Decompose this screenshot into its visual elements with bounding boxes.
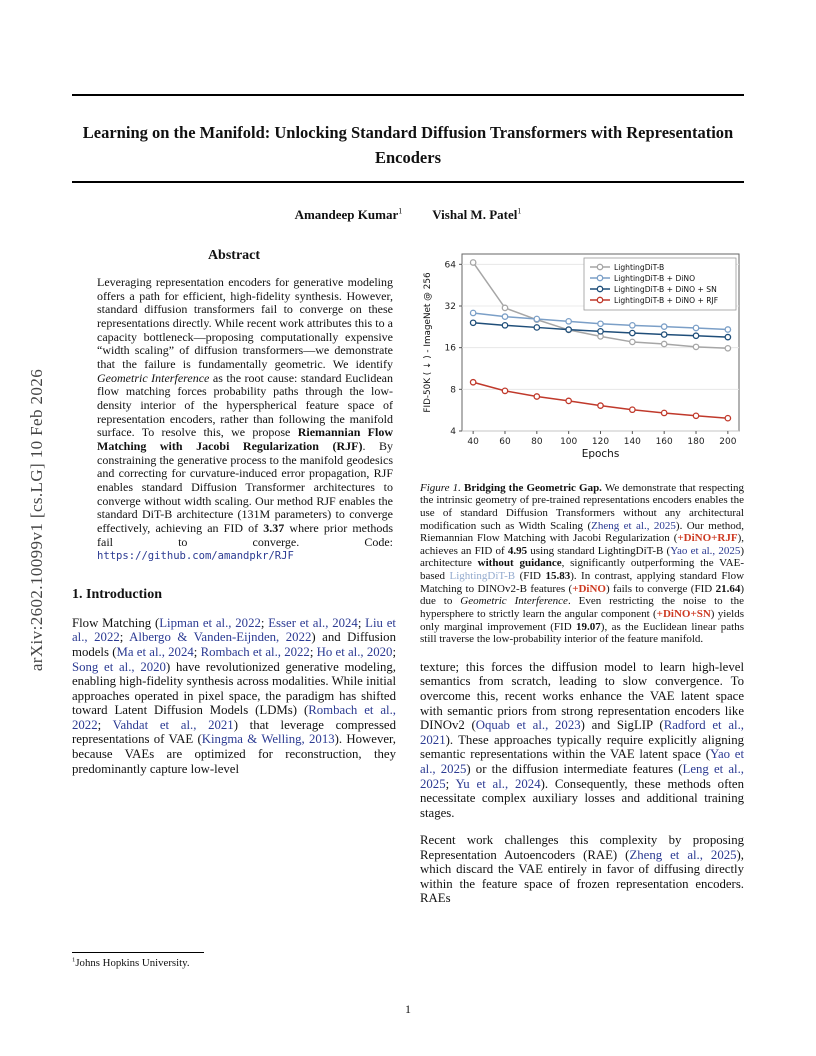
svg-text:32: 32 bbox=[445, 302, 456, 312]
figure-1: 4 8 16 32 64 40 60 80 100 120 140 160 180 200 Epochs FI… bbox=[420, 248, 744, 646]
abstract-heading: Abstract bbox=[207, 248, 261, 263]
abstract-body: Leveraging representation encoders for g… bbox=[97, 274, 393, 563]
body-paragraph-right-1: texture; this forces the diffusion model… bbox=[420, 659, 744, 820]
citation-link[interactable]: Kingma & Welling, 2013 bbox=[201, 732, 335, 747]
citation-link[interactable]: Lipman et al., 2022 bbox=[159, 615, 261, 630]
section-heading-introduction: 1. Introduction bbox=[72, 587, 162, 603]
citation-link[interactable]: Yao et al., 2025 bbox=[670, 544, 741, 557]
svg-text:140: 140 bbox=[624, 437, 641, 447]
svg-text:200: 200 bbox=[719, 437, 736, 447]
svg-text:FID-50K ( ↓ ) - ImageNet @ 256: FID-50K ( ↓ ) - ImageNet @ 256 bbox=[423, 272, 433, 413]
svg-text:100: 100 bbox=[560, 437, 577, 447]
citation-link[interactable]: Esser et al., 2024 bbox=[268, 615, 358, 630]
svg-text:180: 180 bbox=[687, 437, 704, 447]
footnote-text: 1Johns Hopkins University. bbox=[72, 956, 190, 969]
right-column: 4 8 16 32 64 40 60 80 100 120 140 160 180 200 Epochs FI… bbox=[420, 248, 744, 916]
svg-text:80: 80 bbox=[531, 437, 543, 447]
citation-link[interactable]: Radford et al., 2021 bbox=[420, 718, 744, 747]
citation-link[interactable]: Zheng et al., 2025 bbox=[591, 519, 676, 532]
top-rule bbox=[72, 94, 744, 96]
footnote: 1Johns Hopkins University. bbox=[72, 952, 396, 970]
figure-caption: Figure 1. Bridging the Geometric Gap. We… bbox=[420, 481, 745, 646]
svg-text:160: 160 bbox=[656, 437, 673, 447]
code-repo-link[interactable]: https://github.com/amandpkr/RJF bbox=[97, 550, 294, 563]
intro-paragraph-left: Flow Matching (Lipman et al., 2022; Esse… bbox=[72, 615, 397, 776]
svg-text:8: 8 bbox=[450, 385, 456, 395]
svg-text:120: 120 bbox=[592, 437, 609, 447]
paper-title: Learning on the Manifold: Unlocking Stan… bbox=[82, 123, 734, 167]
citation-link[interactable]: Yao et al., 2025 bbox=[420, 747, 744, 776]
title-rule bbox=[72, 181, 744, 183]
svg-text:4: 4 bbox=[450, 427, 456, 437]
svg-text:16: 16 bbox=[445, 344, 457, 354]
authors-line: Amandeep Kumar1 Vishal M. Patel1 bbox=[294, 206, 522, 222]
citation-link[interactable]: Yu et al., 2024 bbox=[455, 776, 541, 791]
svg-text:Epochs: Epochs bbox=[582, 448, 620, 460]
citation-link[interactable]: Ma et al., 2024 bbox=[116, 644, 194, 659]
citation-link[interactable]: Zheng et al., 2025 bbox=[629, 847, 737, 862]
figure-chart: 4 8 16 32 64 40 60 80 100 120 140 160 180 200 Epochs FI… bbox=[423, 253, 740, 460]
left-column: Abstract Leveraging representation encod… bbox=[72, 248, 396, 786]
arxiv-watermark: arXiv:2602.10099v1 [cs.LG] 10 Feb 2026 bbox=[27, 368, 46, 672]
citation-link[interactable]: Albergo & Vanden-Eijnden, 2022 bbox=[129, 630, 312, 645]
citation-link[interactable]: Rombach et al., 2022 bbox=[200, 644, 310, 659]
svg-text:LightingDiT-B + DiNO: LightingDiT-B + DiNO bbox=[614, 274, 695, 283]
citation-link[interactable]: Rombach et al., 2022 bbox=[72, 703, 396, 732]
svg-text:LightingDiT-B + DiNO + SN: LightingDiT-B + DiNO + SN bbox=[614, 285, 717, 294]
citation-link[interactable]: Oquab et al., 2023 bbox=[475, 718, 581, 733]
citation-link[interactable]: Liu et al., 2022 bbox=[72, 615, 396, 645]
footnote-rule bbox=[72, 952, 204, 953]
page-number: 1 bbox=[405, 1002, 411, 1016]
body-paragraph-right-2: Recent work challenges this complexity b… bbox=[420, 833, 744, 906]
svg-text:40: 40 bbox=[467, 437, 479, 447]
citation-link[interactable]: Vahdat et al., 2021 bbox=[112, 717, 234, 732]
citation-link[interactable]: Ho et al., 2020 bbox=[316, 644, 393, 659]
citation-link[interactable]: Leng et al., 2025 bbox=[420, 761, 744, 791]
svg-text:64: 64 bbox=[445, 260, 457, 270]
citation-link[interactable]: Song et al., 2020 bbox=[72, 659, 166, 674]
svg-text:60: 60 bbox=[499, 437, 511, 447]
svg-text:LightingDiT-B: LightingDiT-B bbox=[614, 263, 664, 272]
svg-text:LightingDiT-B + DiNO + RJF: LightingDiT-B + DiNO + RJF bbox=[614, 296, 718, 305]
